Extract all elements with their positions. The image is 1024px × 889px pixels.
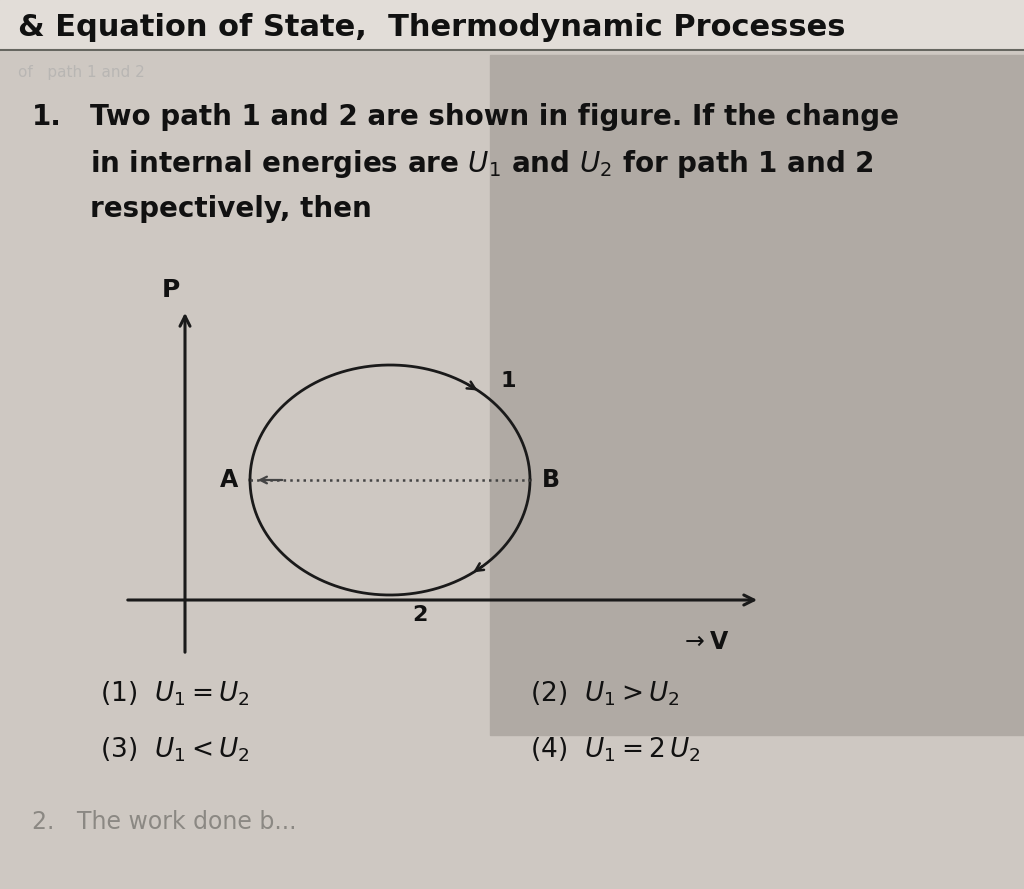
Bar bbox=[490, 55, 1024, 735]
Text: (1)  $U_1 = U_2$: (1) $U_1 = U_2$ bbox=[100, 680, 250, 709]
Text: B: B bbox=[542, 468, 560, 492]
Text: Two path 1 and 2 are shown in figure. If the change: Two path 1 and 2 are shown in figure. If… bbox=[90, 103, 899, 131]
Text: & Equation of State,  Thermodynamic Processes: & Equation of State, Thermodynamic Proce… bbox=[18, 13, 846, 43]
Bar bbox=[0, 0, 1024, 50]
Text: 1: 1 bbox=[501, 371, 516, 390]
Text: (2)  $U_1 > U_2$: (2) $U_1 > U_2$ bbox=[530, 680, 680, 709]
Text: P: P bbox=[162, 278, 180, 302]
Text: 2: 2 bbox=[413, 605, 428, 625]
Text: 2.   The work done b...: 2. The work done b... bbox=[32, 810, 297, 834]
Text: 1.: 1. bbox=[32, 103, 61, 131]
Text: A: A bbox=[220, 468, 238, 492]
Text: $\rightarrow$V: $\rightarrow$V bbox=[680, 630, 729, 654]
Text: of   path 1 and 2: of path 1 and 2 bbox=[18, 65, 144, 80]
Text: in internal energies are $U_1$ and $U_2$ for path 1 and 2: in internal energies are $U_1$ and $U_2$… bbox=[90, 148, 873, 180]
Text: respectively, then: respectively, then bbox=[90, 195, 372, 223]
Text: (4)  $U_1 = 2\,U_2$: (4) $U_1 = 2\,U_2$ bbox=[530, 735, 700, 764]
Text: (3)  $U_1 < U_2$: (3) $U_1 < U_2$ bbox=[100, 735, 250, 764]
